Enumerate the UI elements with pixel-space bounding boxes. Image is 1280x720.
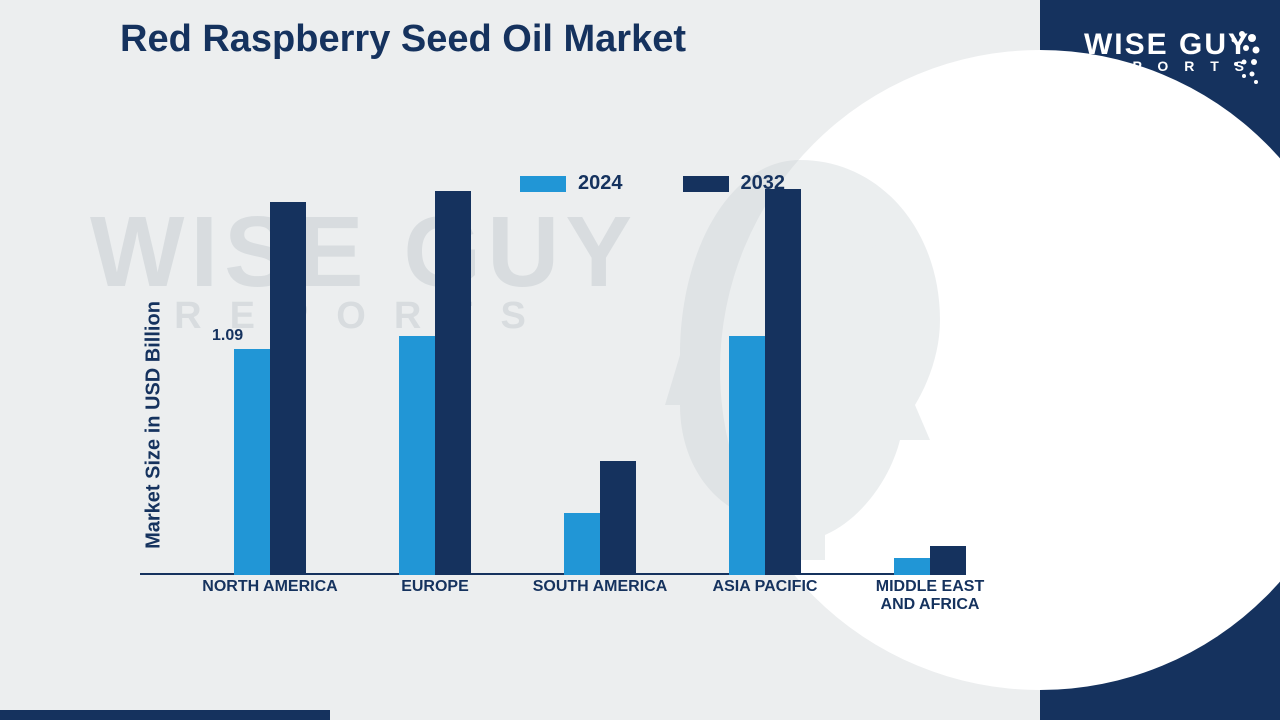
logo: WISE GUY R E P O R T S [1081, 28, 1250, 74]
x-tick-label: ASIA PACIFIC [695, 578, 835, 596]
bar-group [365, 191, 505, 575]
legend-label-2032: 2032 [741, 172, 786, 195]
bar-group [200, 202, 340, 576]
chart-title: Red Raspberry Seed Oil Market [120, 18, 686, 61]
bar-group [695, 189, 835, 575]
stage: WISE GUY R E P O R T S Red Raspberry See… [0, 0, 1280, 720]
legend-item-2024: 2024 [520, 172, 623, 195]
x-tick-label: NORTH AMERICA [200, 578, 340, 596]
legend: 2024 2032 [520, 172, 785, 195]
bar-2024 [399, 336, 435, 575]
bar-2032 [765, 189, 801, 575]
bar-2024 [564, 513, 600, 575]
bar-2032 [435, 191, 471, 575]
legend-label-2024: 2024 [578, 172, 623, 195]
bar-2032 [600, 461, 636, 575]
value-label: 1.09 [212, 327, 243, 345]
bar-2032 [930, 546, 966, 575]
bar-2024 [234, 349, 270, 575]
x-axis-labels: NORTH AMERICA EUROPE SOUTH AMERICA ASIA PAC… [140, 578, 960, 678]
bar-2024 [729, 336, 765, 575]
bar-group [860, 546, 1000, 575]
chart-area: Market Size in USD Billion 1.09 NORTH AM… [60, 160, 980, 690]
bar-2032 [270, 202, 306, 576]
bar-group [530, 461, 670, 575]
bottom-strip [0, 710, 330, 720]
legend-item-2032: 2032 [683, 172, 786, 195]
bar-2024 [894, 558, 930, 575]
logo-sub: R E P O R T S [1081, 58, 1250, 74]
logo-main: WISE GUY [1081, 28, 1250, 62]
legend-swatch-2024 [520, 176, 566, 192]
plot-area: 1.09 [140, 160, 960, 575]
legend-swatch-2032 [683, 176, 729, 192]
x-tick-label: EUROPE [365, 578, 505, 596]
x-tick-label: SOUTH AMERICA [530, 578, 670, 596]
x-tick-label: MIDDLE EAST AND AFRICA [860, 578, 1000, 615]
